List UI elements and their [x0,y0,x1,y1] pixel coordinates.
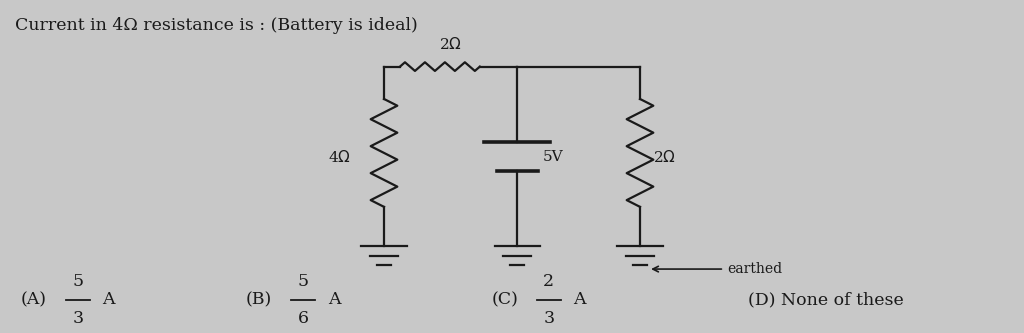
Text: 3: 3 [73,309,83,327]
Text: 5: 5 [73,273,83,290]
Text: 2$\Omega$: 2$\Omega$ [439,36,462,52]
Text: 6: 6 [298,309,308,327]
Text: earthed: earthed [653,262,782,276]
Text: 3: 3 [544,309,554,327]
Text: (A): (A) [20,291,46,308]
Text: 2: 2 [544,273,554,290]
Text: 5V: 5V [543,150,563,164]
Text: Current in 4Ω resistance is : (Battery is ideal): Current in 4Ω resistance is : (Battery i… [15,17,418,34]
Text: 4$\Omega$: 4$\Omega$ [329,149,351,165]
Text: 5: 5 [298,273,308,290]
Text: A: A [102,291,115,308]
Text: (D) None of these: (D) None of these [748,291,903,308]
Text: A: A [328,291,340,308]
Text: (B): (B) [246,291,272,308]
Text: A: A [573,291,586,308]
Text: (C): (C) [492,291,518,308]
Text: 2$\Omega$: 2$\Omega$ [653,149,676,165]
